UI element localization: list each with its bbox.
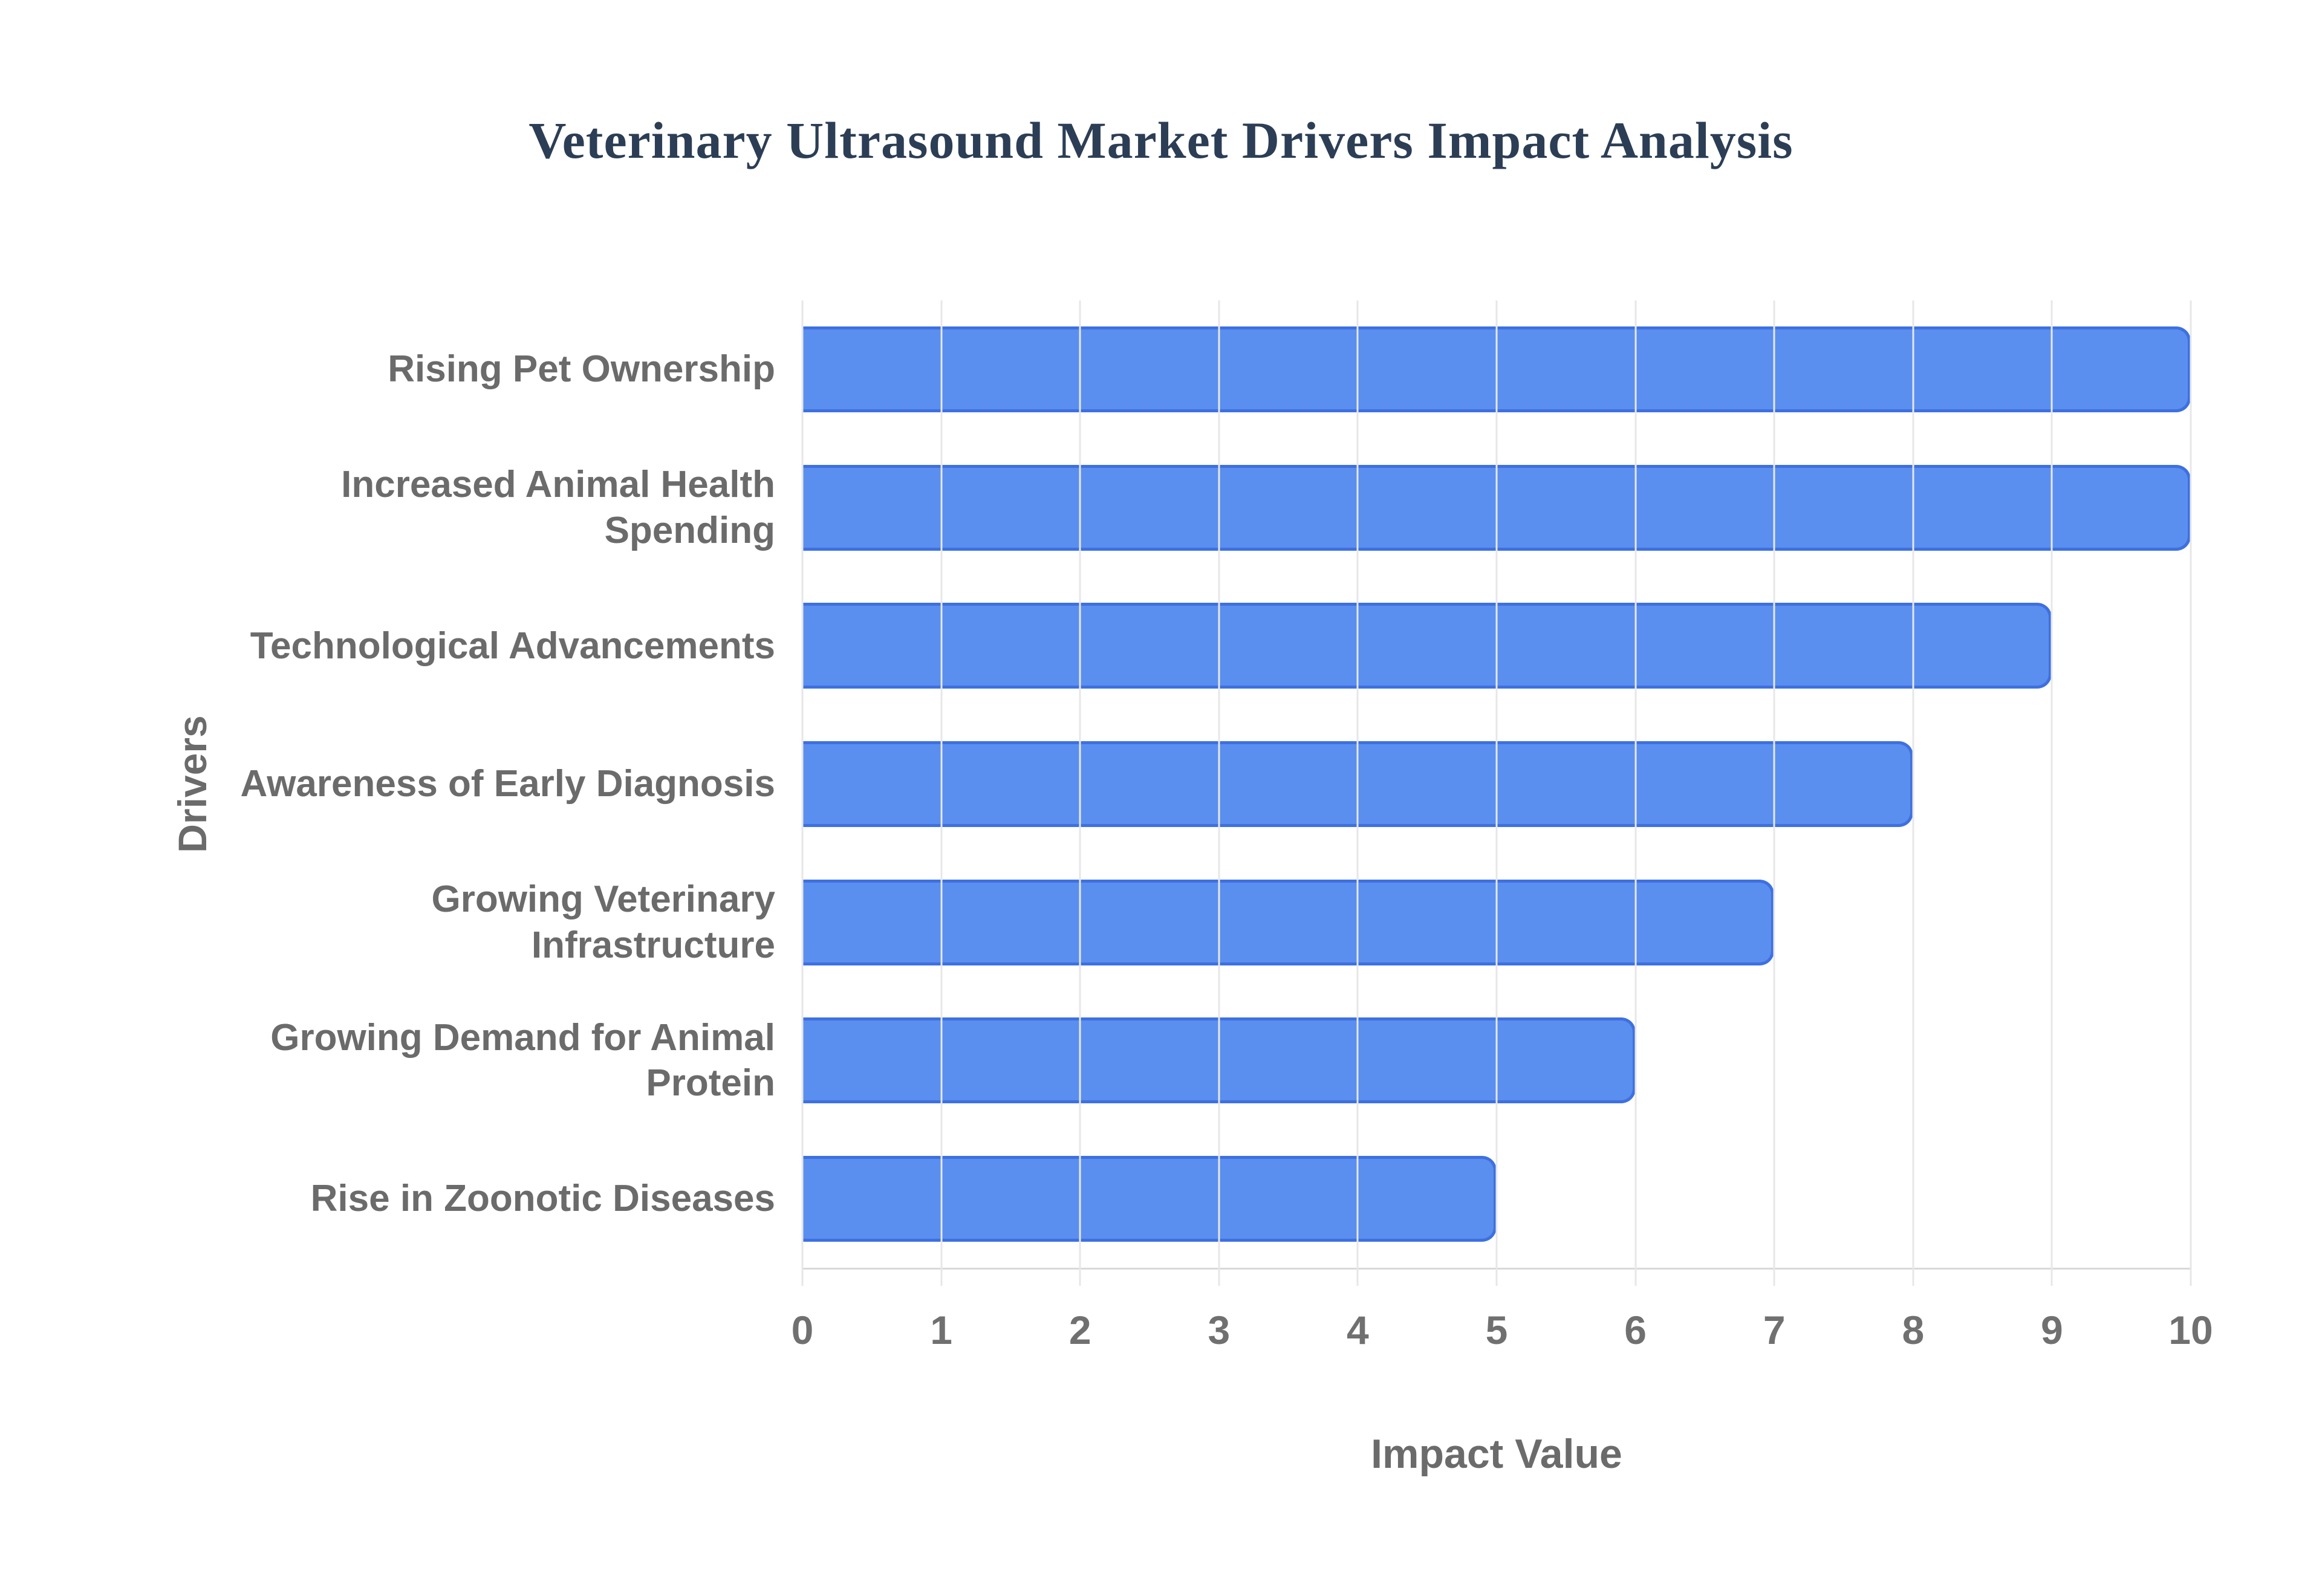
category-label-line: Awareness of Early Diagnosis — [240, 763, 775, 805]
x-axis-ticks: 0 1 2 3 4 5 6 7 8 9 10 — [792, 1307, 2213, 1355]
bar-7 — [802, 1155, 1497, 1242]
x-tick-label-8: 8 — [1902, 1308, 1925, 1352]
x-tick-label-6: 6 — [1624, 1308, 1647, 1352]
bar-row — [802, 853, 2191, 991]
category-label: Rise in Zoonotic Diseases — [0, 1129, 775, 1268]
gridline-x-10 — [2190, 300, 2192, 1286]
bar-row — [802, 1129, 2191, 1268]
x-tick-label-2: 2 — [1068, 1308, 1091, 1352]
gridline-x-9 — [2050, 300, 2053, 1286]
category-label-line: Spending — [604, 509, 775, 551]
category-label-line: Protein — [646, 1062, 775, 1105]
x-tick-label-4: 4 — [1347, 1308, 1369, 1352]
category-label: Awareness of Early Diagnosis — [0, 715, 775, 854]
x-tick-label-9: 9 — [2041, 1308, 2063, 1352]
x-tick-label-5: 5 — [1485, 1308, 1508, 1352]
x-axis-title: Impact Value — [1371, 1431, 1622, 1477]
category-label-line: Increased Animal Health — [341, 464, 775, 506]
x-tick-label-10: 10 — [2168, 1308, 2213, 1352]
x-tick-label-7: 7 — [1763, 1308, 1786, 1352]
gridline-x-3 — [1218, 300, 1220, 1286]
chart-title: Veterinary Ultrasound Market Drivers Imp… — [528, 111, 1794, 169]
gridline-x-8 — [1912, 300, 1914, 1286]
category-label-line: Rising Pet Ownership — [388, 348, 775, 391]
category-label-line: Infrastructure — [531, 924, 775, 966]
category-label: Growing Veterinary Infrastructure — [0, 853, 775, 991]
category-label-line: Technological Advancements — [250, 624, 775, 667]
category-label-line: Growing Demand for Animal — [270, 1016, 775, 1059]
bar-3 — [802, 603, 2052, 689]
gridline-x-4 — [1356, 300, 1359, 1286]
x-tick-label-0: 0 — [791, 1308, 814, 1352]
plot-area — [801, 300, 2192, 1286]
gridline-x-7 — [1773, 300, 1775, 1286]
x-tick-label-3: 3 — [1208, 1308, 1231, 1352]
gridline-x-0 — [801, 300, 804, 1286]
gridline-x-2 — [1079, 300, 1081, 1286]
category-label-line: Rise in Zoonotic Diseases — [310, 1177, 775, 1219]
bar-5 — [802, 879, 1775, 965]
category-label: Growing Demand for Animal Protein — [0, 991, 775, 1130]
category-label: Rising Pet Ownership — [0, 300, 775, 439]
category-label-line: Growing Veterinary — [431, 878, 775, 920]
category-label: Increased Animal Health Spending — [0, 439, 775, 577]
y-axis-category-labels: Rising Pet Ownership Increased Animal Hea… — [0, 300, 775, 1268]
bar-row — [802, 577, 2191, 715]
gridline-x-1 — [940, 300, 943, 1286]
category-label: Technological Advancements — [0, 577, 775, 715]
x-tick-label-1: 1 — [930, 1308, 952, 1352]
gridline-x-5 — [1495, 300, 1498, 1286]
gridline-x-6 — [1634, 300, 1637, 1286]
